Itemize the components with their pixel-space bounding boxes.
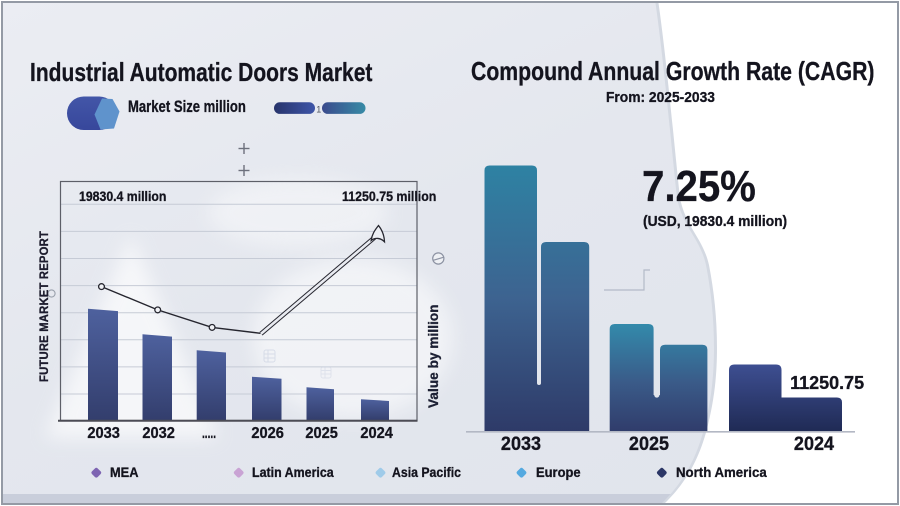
svg-text:1: 1 [316, 105, 321, 115]
